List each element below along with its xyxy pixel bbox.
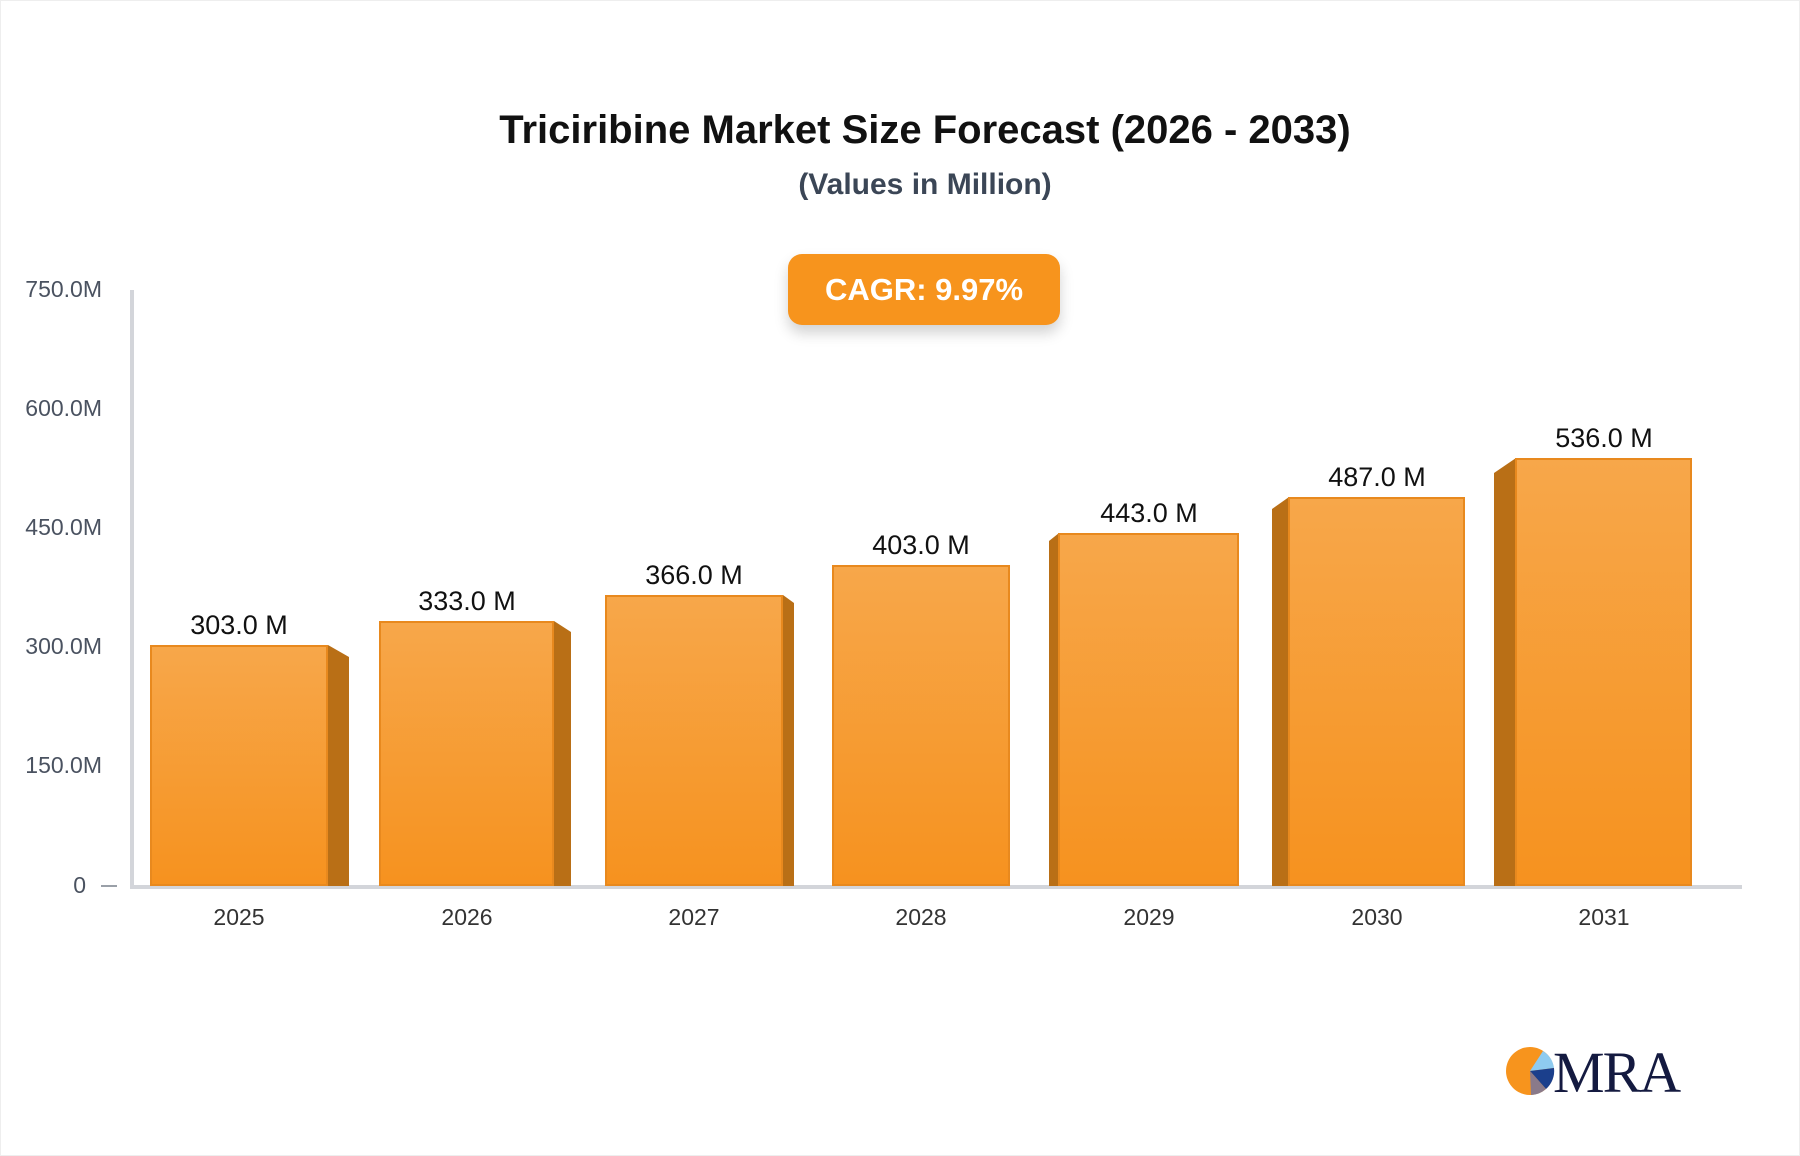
x-tick-label: 2028: [895, 904, 947, 930]
y-tick-750: 750.0M: [25, 276, 102, 302]
y-axis: [130, 290, 134, 888]
zero-tick-mark: [101, 885, 117, 887]
bar-2031: [1515, 458, 1692, 886]
y-tick-300: 300.0M: [25, 633, 102, 659]
y-tick-150: 150.0M: [25, 752, 102, 778]
y-tick-0: 0: [73, 872, 86, 898]
mra-logo: MRA: [1505, 1040, 1695, 1105]
bar-2030: [1288, 497, 1465, 886]
pie-logo-icon: [1506, 1047, 1555, 1095]
bar-value-label: 403.0 M: [872, 530, 970, 560]
bar-value-label: 487.0 M: [1328, 462, 1426, 492]
bar-2025: [150, 645, 328, 886]
x-axis: [130, 885, 1742, 889]
x-tick-label: 2030: [1351, 904, 1403, 930]
chart-title: Triciribine Market Size Forecast (2026 -…: [499, 108, 1351, 152]
x-tick-label: 2025: [213, 904, 265, 930]
y-tick-450: 450.0M: [25, 514, 102, 540]
bar-side-2030: [1272, 497, 1289, 886]
x-tick-label: 2029: [1123, 904, 1175, 930]
bar-2029: [1058, 533, 1239, 886]
bar-value-label: 303.0 M: [190, 610, 288, 640]
logo-text: MRA: [1553, 1040, 1681, 1105]
cagr-badge: CAGR: 9.97%: [788, 254, 1060, 325]
bar-side-2031: [1494, 458, 1516, 886]
bar-2026: [379, 621, 554, 886]
y-tick-600: 600.0M: [25, 395, 102, 421]
bar-2028: [832, 565, 1010, 886]
chart-subtitle: (Values in Million): [798, 168, 1052, 201]
bar-value-label: 333.0 M: [418, 586, 516, 616]
bar-value-label: 443.0 M: [1100, 498, 1198, 528]
bar-side-2029: [1049, 533, 1059, 886]
bar-side-2027: [783, 595, 794, 886]
bar-side-2025: [328, 645, 349, 886]
x-tick-label: 2027: [668, 904, 720, 930]
bar-side-2026: [554, 621, 571, 886]
bar-value-label: 366.0 M: [645, 560, 743, 590]
bar-value-label: 536.0 M: [1555, 423, 1653, 453]
x-tick-label: 2031: [1578, 904, 1630, 930]
x-tick-label: 2026: [441, 904, 493, 930]
bar-2027: [605, 595, 783, 886]
